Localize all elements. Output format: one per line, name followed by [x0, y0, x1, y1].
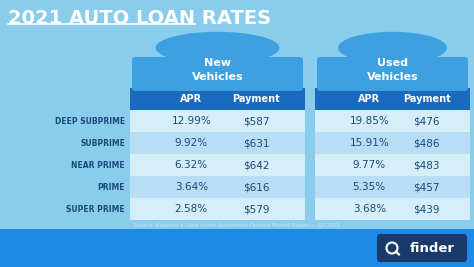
Text: $587: $587: [243, 116, 269, 126]
Text: Used
Vehicles: Used Vehicles: [367, 58, 419, 82]
Bar: [130, 110, 305, 132]
Text: Source: Experian's State of the Automotive Finance Market Report — Q3 2021: Source: Experian's State of the Automoti…: [134, 223, 340, 229]
Text: SUBPRIME: SUBPRIME: [80, 139, 125, 147]
Bar: [130, 176, 305, 198]
Text: 3.64%: 3.64%: [175, 182, 208, 192]
Text: Payment: Payment: [403, 94, 450, 104]
FancyBboxPatch shape: [377, 234, 467, 262]
FancyBboxPatch shape: [132, 57, 303, 91]
Text: 3.68%: 3.68%: [353, 204, 386, 214]
Text: PRIME: PRIME: [98, 183, 125, 191]
Text: APR: APR: [358, 94, 380, 104]
Text: $579: $579: [243, 204, 269, 214]
Bar: [315, 132, 470, 154]
Bar: [130, 154, 305, 176]
Text: 6.32%: 6.32%: [175, 160, 208, 170]
Bar: [130, 198, 305, 220]
Bar: [130, 132, 305, 154]
Text: $457: $457: [413, 182, 440, 192]
Bar: [130, 88, 305, 110]
Text: 5.35%: 5.35%: [353, 182, 386, 192]
Text: Payment: Payment: [232, 94, 280, 104]
Text: $483: $483: [413, 160, 440, 170]
Ellipse shape: [155, 32, 279, 64]
Text: 9.77%: 9.77%: [353, 160, 386, 170]
Text: $486: $486: [413, 138, 440, 148]
Text: 12.99%: 12.99%: [172, 116, 211, 126]
Text: 2021 AUTO LOAN RATES: 2021 AUTO LOAN RATES: [8, 9, 271, 28]
Text: SUPER PRIME: SUPER PRIME: [66, 205, 125, 214]
Text: $439: $439: [413, 204, 440, 214]
Text: New
Vehicles: New Vehicles: [191, 58, 243, 82]
FancyBboxPatch shape: [317, 57, 468, 91]
Text: NEAR PRIME: NEAR PRIME: [72, 160, 125, 170]
Text: 2.58%: 2.58%: [175, 204, 208, 214]
Bar: [315, 198, 470, 220]
Text: 19.85%: 19.85%: [349, 116, 389, 126]
Bar: [315, 110, 470, 132]
Text: finder: finder: [410, 241, 455, 254]
Text: APR: APR: [180, 94, 202, 104]
Ellipse shape: [338, 32, 447, 64]
Bar: [315, 88, 470, 110]
Text: 9.92%: 9.92%: [175, 138, 208, 148]
Text: $631: $631: [243, 138, 269, 148]
Text: $616: $616: [243, 182, 269, 192]
Bar: [315, 176, 470, 198]
Text: $642: $642: [243, 160, 269, 170]
Text: DEEP SUBPRIME: DEEP SUBPRIME: [55, 116, 125, 125]
Text: 15.91%: 15.91%: [349, 138, 389, 148]
Bar: [315, 154, 470, 176]
Text: $476: $476: [413, 116, 440, 126]
Bar: [0, 229, 474, 267]
